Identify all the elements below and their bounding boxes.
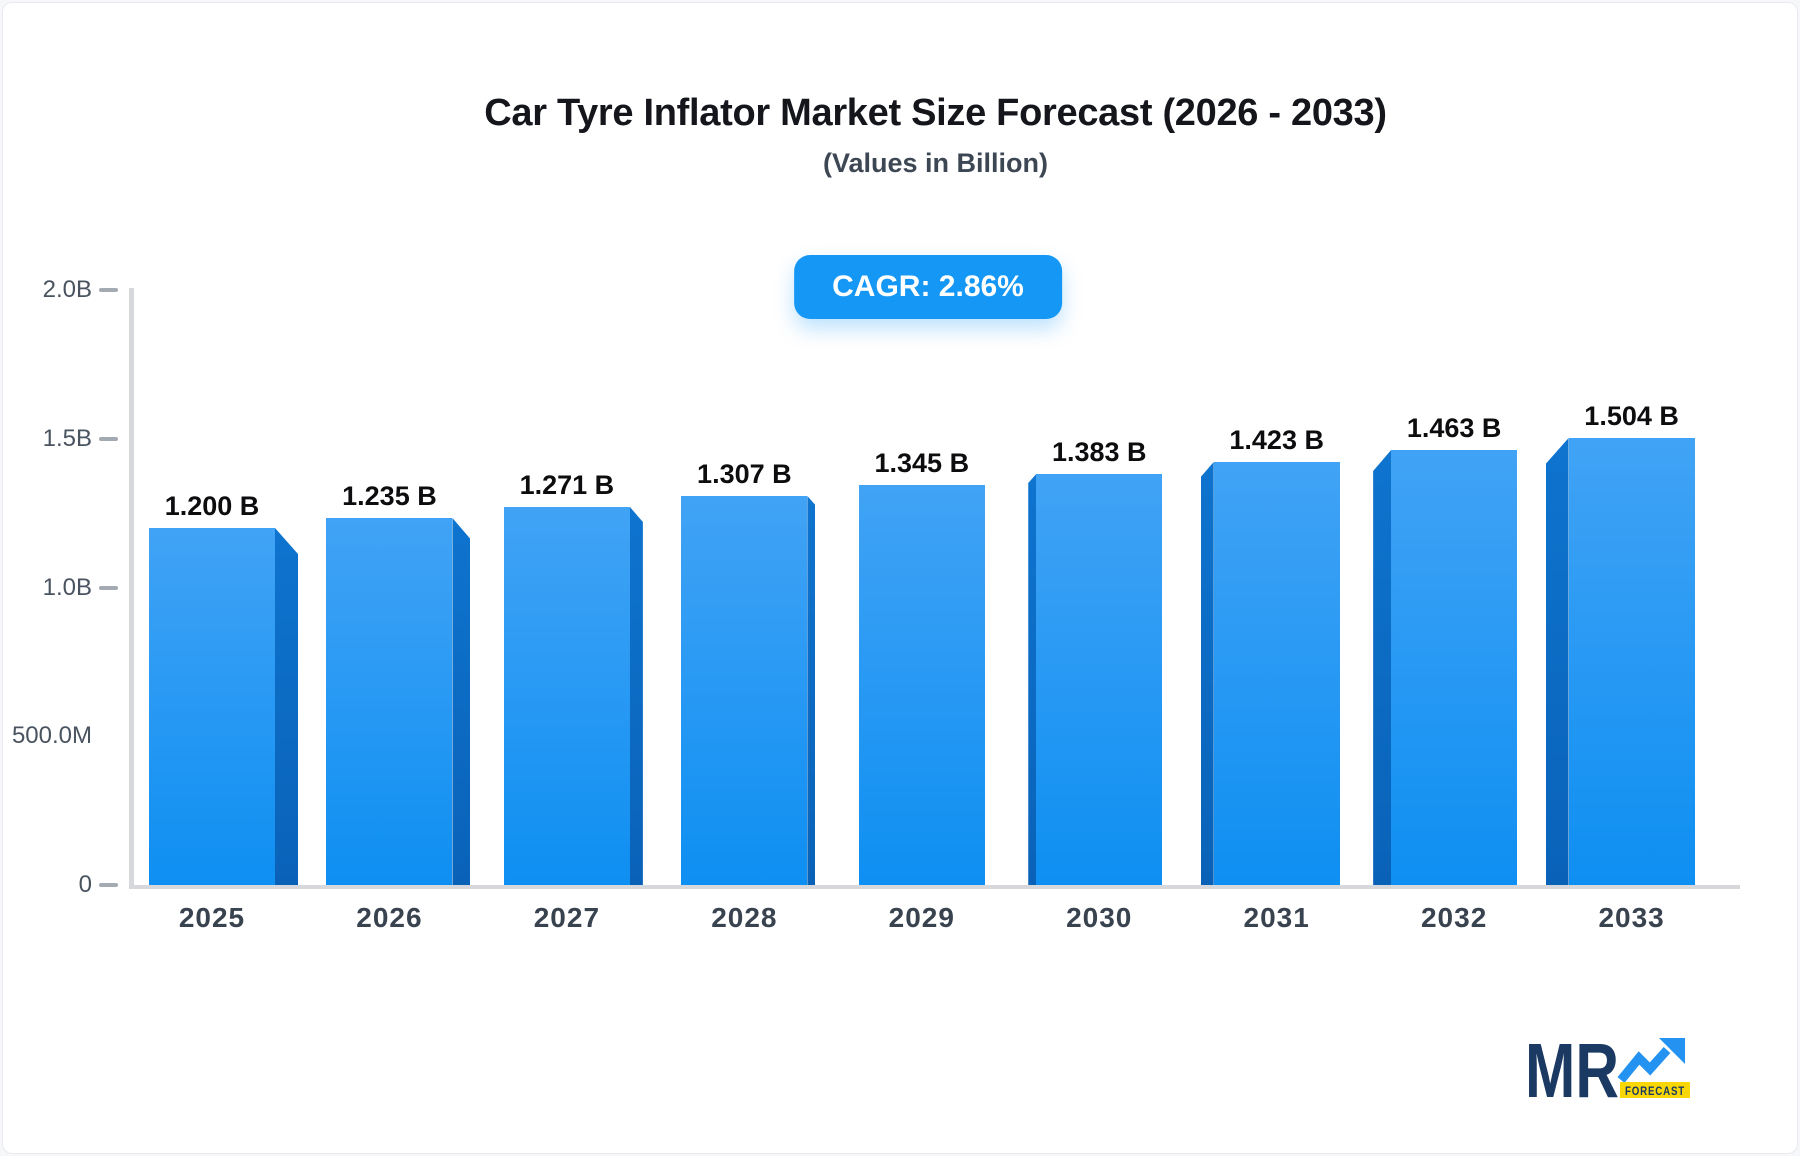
- bar-side-2025: [275, 528, 298, 885]
- bar-side-2030: [1028, 474, 1037, 885]
- y-tick-mark: [99, 586, 118, 590]
- x-axis-label: 2030: [1066, 902, 1133, 933]
- x-axis-label: 2032: [1420, 902, 1488, 933]
- y-tick-mark: [99, 883, 118, 887]
- bar-2030: [1036, 474, 1163, 885]
- bar-side-2033: [1545, 438, 1569, 885]
- bar-value-label: 1.307 B: [697, 459, 792, 489]
- brand-logo: MR FORECAST: [1527, 1038, 1690, 1100]
- y-tick-mark: [99, 288, 118, 292]
- bar-2026: [326, 518, 453, 885]
- bar-side-2026: [452, 518, 471, 885]
- bar-2028: [681, 496, 808, 885]
- bar-2029: [858, 485, 985, 885]
- trend-arrow-icon: [1617, 1038, 1685, 1083]
- bar-value-label: 1.463 B: [1406, 413, 1502, 443]
- y-axis-label: 500.0M: [11, 722, 92, 749]
- cagr-badge: CAGR: 2.86%: [794, 255, 1062, 319]
- bar-side-2027: [629, 507, 643, 885]
- y-axis-label: 2.0B: [42, 276, 92, 303]
- bar-2025: [149, 528, 275, 885]
- x-axis-label: 2026: [356, 902, 423, 933]
- y-axis-label: 1.5B: [42, 425, 92, 452]
- chart-subtitle: (Values in Billion): [822, 148, 1049, 178]
- bar-value-label: 1.345 B: [874, 448, 970, 478]
- bar-value-label: 1.423 B: [1229, 425, 1324, 455]
- bar-value-label: 1.383 B: [1051, 437, 1147, 467]
- bar-2033: [1568, 438, 1695, 885]
- y-axis-line: [129, 288, 134, 889]
- bar-value-label: 1.271 B: [519, 470, 615, 500]
- y-axis-label: 1.0B: [42, 574, 92, 601]
- plot-area: 1.200 B 1.235 B 1.271 B 1.307 B 1.345 B 1.383…: [130, 290, 1741, 885]
- x-axis-label: 2025: [178, 902, 246, 933]
- bar-side-2028: [807, 496, 816, 885]
- bar-value-label: 1.200 B: [164, 491, 260, 521]
- bar-2027: [503, 507, 630, 885]
- chart-title: Car Tyre Inflator Market Size Forecast (…: [484, 92, 1387, 134]
- y-axis-label: 0: [78, 871, 92, 898]
- bar-value-label: 1.504 B: [1584, 401, 1679, 431]
- y-tick-mark: [99, 437, 118, 441]
- logo-forecast-text: FORECAST: [1625, 1084, 1685, 1098]
- bar-2031: [1213, 462, 1340, 885]
- x-axis-label: 2027: [533, 902, 601, 933]
- x-axis-line: [129, 885, 1740, 889]
- x-axis-label: 2029: [888, 902, 955, 933]
- x-axis-label: 2033: [1598, 902, 1665, 933]
- bar-value-label: 1.235 B: [342, 481, 437, 511]
- logo-forecast-badge: [1620, 1082, 1690, 1098]
- logo-brand-text: MR: [1527, 1038, 1619, 1100]
- bar-side-2031: [1200, 462, 1214, 885]
- bar-2032: [1391, 450, 1518, 885]
- x-axis-label: 2028: [711, 902, 778, 933]
- bar-side-2032: [1373, 450, 1392, 885]
- x-axis-label: 2031: [1243, 902, 1310, 933]
